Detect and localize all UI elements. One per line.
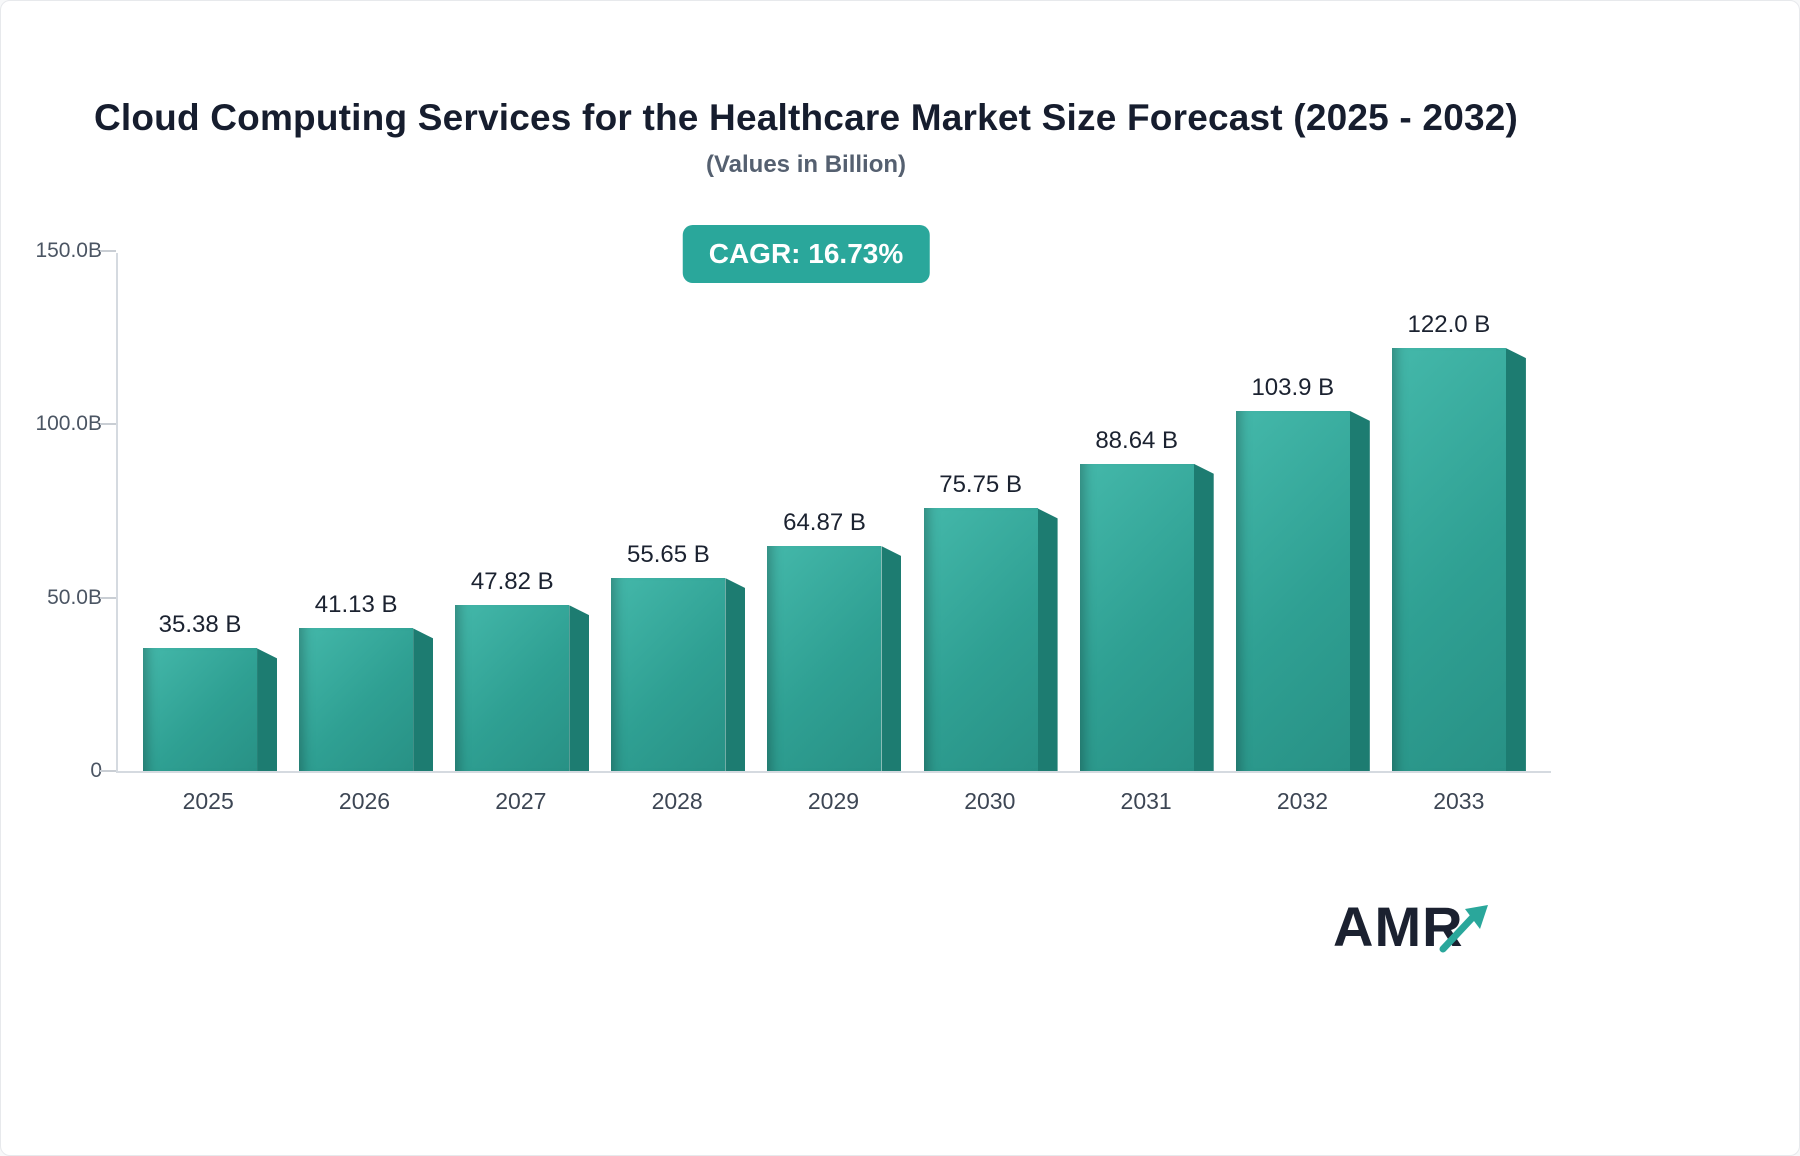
bar: 47.82 B: [455, 568, 590, 771]
bar-value-label: 75.75 B: [939, 471, 1022, 499]
bar-front-face: [1235, 410, 1350, 771]
amr-logo: AMR: [1333, 899, 1464, 955]
y-axis-tick: [100, 770, 116, 772]
y-axis-label: 100.0B: [35, 412, 102, 436]
bar: 88.64 B: [1079, 427, 1214, 771]
bar-value-label: 122.0 B: [1407, 311, 1491, 339]
bar-side-face: [257, 648, 278, 771]
chart-subtitle: (Values in Billion): [705, 151, 907, 178]
bar-slot: 47.82 B: [444, 568, 600, 771]
bars-container: 35.38 B 41.13 B 47.82 B 55.65 B 64.87 B 75.75…: [118, 253, 1551, 771]
plot-area: 35.38 B 41.13 B 47.82 B 55.65 B 64.87 B 75.75…: [35, 239, 1551, 782]
bar-side-face: [413, 628, 434, 771]
bar: 122.0 B: [1391, 311, 1526, 771]
bar-value-label: 47.82 B: [470, 568, 554, 596]
bar-value-label: 41.13 B: [314, 591, 398, 619]
x-axis-label: 2028: [651, 788, 703, 814]
x-axis-label: 2032: [1276, 788, 1329, 814]
bar-front-face: [455, 605, 570, 771]
bar-side-face: [1505, 348, 1526, 771]
chart-title: Cloud Computing Services for the Healthc…: [93, 97, 1519, 138]
bar-side-face: [1349, 410, 1370, 771]
bar-side-face: [569, 605, 590, 771]
bar-front-face: [923, 508, 1038, 771]
bar-front-face: [1079, 463, 1194, 771]
y-axis-label: 0: [90, 759, 102, 782]
bar-value-label: 64.87 B: [783, 509, 866, 537]
bar-front-face: [143, 648, 258, 771]
x-axis: 2025 2026 2027 2028 2029 2030 2031 2032 2033: [116, 788, 1551, 815]
bar-value-label: 103.9 B: [1251, 373, 1335, 401]
bar: 55.65 B: [611, 541, 746, 771]
bar-front-face: [767, 546, 882, 771]
bar-value-label: 35.38 B: [158, 611, 242, 639]
bar-slot: 103.9 B: [1225, 374, 1381, 771]
bar-slot: 75.75 B: [913, 471, 1069, 771]
bar: 75.75 B: [923, 471, 1058, 771]
bar-value-label: 88.64 B: [1095, 426, 1179, 454]
x-axis-label: 2031: [1120, 788, 1172, 814]
y-axis-label: 50.0B: [47, 585, 102, 609]
bar: 103.9 B: [1235, 374, 1370, 771]
x-axis-label: 2033: [1433, 788, 1485, 814]
bar-slot: 35.38 B: [132, 611, 288, 771]
bar-slot: 122.0 B: [1381, 311, 1537, 771]
y-axis-label: 150.0B: [35, 239, 102, 262]
x-axis-label: 2025: [182, 788, 234, 814]
cagr-badge: CAGR: 16.73%: [682, 225, 930, 283]
bar-side-face: [725, 578, 746, 771]
bar: 41.13 B: [299, 591, 434, 771]
y-axis-tick: [100, 596, 116, 599]
bar-slot: 64.87 B: [756, 509, 912, 771]
x-axis-label: 2030: [964, 788, 1016, 814]
bar-front-face: [1391, 348, 1506, 771]
x-axis-label: 2029: [807, 788, 860, 814]
bar: 64.87 B: [767, 509, 902, 771]
amr-logo-text: AMR: [1333, 895, 1464, 958]
bar-slot: 55.65 B: [600, 541, 756, 771]
bar-side-face: [1193, 463, 1214, 771]
y-axis-tick: [100, 250, 116, 252]
bar-slot: 41.13 B: [288, 591, 444, 771]
x-axis-label: 2027: [495, 788, 547, 814]
bar-value-label: 55.65 B: [627, 541, 710, 569]
bar-side-face: [1037, 508, 1058, 771]
y-axis-tick: [100, 423, 116, 426]
x-axis-label: 2026: [338, 788, 391, 814]
bar-front-face: [611, 578, 726, 771]
bar-front-face: [299, 628, 414, 771]
bar: 35.38 B: [143, 611, 278, 771]
bar-slot: 88.64 B: [1069, 427, 1225, 771]
trend-up-arrow-icon: [1439, 905, 1488, 953]
chart-region: 35.38 B 41.13 B 47.82 B 55.65 B 64.87 B 75.75…: [31, 239, 1551, 815]
bar-side-face: [881, 546, 902, 771]
